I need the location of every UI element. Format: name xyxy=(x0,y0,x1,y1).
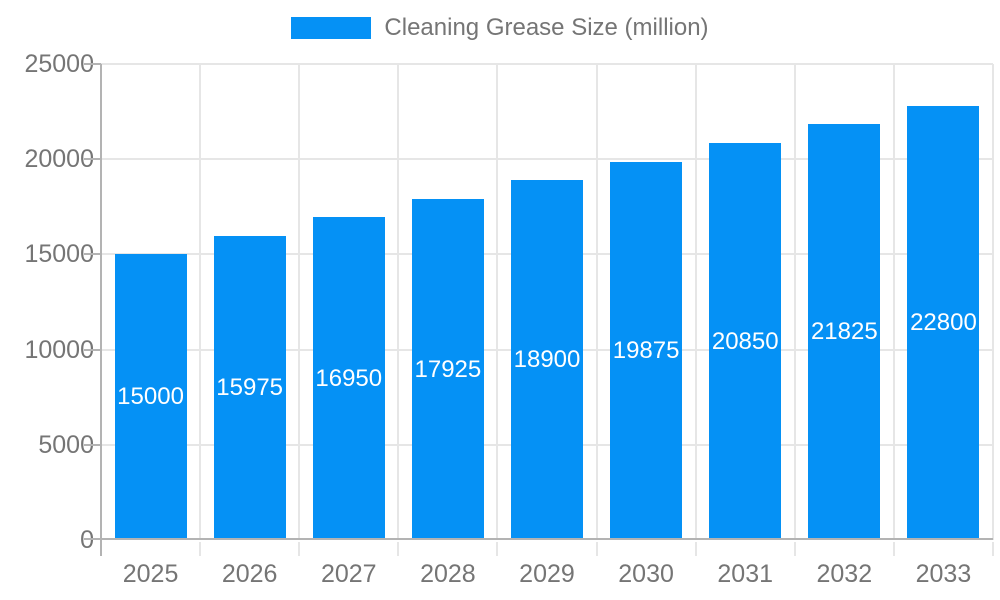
x-tick-label: 2030 xyxy=(618,560,674,588)
x-axis-tick xyxy=(298,542,301,556)
x-tick-label: 2029 xyxy=(519,560,575,588)
bar-value-label: 18900 xyxy=(513,346,581,373)
x-axis-tick xyxy=(397,542,400,556)
gridline-vertical xyxy=(793,64,796,540)
x-axis-tick xyxy=(694,542,697,556)
y-tick-label: 25000 xyxy=(24,50,94,78)
bar-2028[interactable]: 17925 xyxy=(411,199,484,540)
bar-2029[interactable]: 18900 xyxy=(511,180,583,540)
x-axis-tick xyxy=(793,542,796,556)
bar-2027[interactable]: 16950 xyxy=(312,217,385,540)
gridline-vertical xyxy=(892,64,895,540)
bar-2033[interactable]: 22800 xyxy=(907,106,980,540)
bar-2026[interactable]: 15975 xyxy=(213,236,286,540)
bar-2031[interactable]: 20850 xyxy=(709,143,782,540)
x-tick-label: 2031 xyxy=(717,560,774,588)
y-tick-label: 0 xyxy=(80,526,94,554)
gridline-vertical xyxy=(298,64,301,540)
x-axis-tick xyxy=(992,542,994,556)
x-axis-tick xyxy=(595,542,598,556)
plot-area: 0 5000 10000 15000 20000 25000 15000 15975 16950… xyxy=(24,51,994,588)
x-tick-label: 2033 xyxy=(915,560,972,588)
y-axis-line xyxy=(100,64,102,556)
gridline-vertical xyxy=(397,64,400,540)
legend[interactable]: Cleaning Grease Size (million) xyxy=(0,14,1000,42)
x-axis-tick xyxy=(892,542,895,556)
gridline-vertical xyxy=(992,64,994,540)
legend-label: Cleaning Grease Size (million) xyxy=(384,14,709,41)
x-tick-label: 2025 xyxy=(122,560,179,588)
y-tick-label: 5000 xyxy=(38,430,94,459)
x-axis-line xyxy=(84,538,993,540)
gridline-horizontal xyxy=(101,63,993,65)
x-tick-label: 2027 xyxy=(320,560,377,588)
x-tick-label: 2028 xyxy=(420,560,476,588)
gridline-vertical xyxy=(496,64,499,540)
x-axis-tick xyxy=(199,542,202,556)
bar-value-label: 21825 xyxy=(810,318,878,345)
legend-swatch-icon xyxy=(291,17,372,39)
bar-value-label: 15975 xyxy=(216,374,284,401)
gridline-vertical xyxy=(595,64,598,540)
x-tick-label: 2032 xyxy=(816,560,873,588)
x-axis-tick xyxy=(496,542,499,556)
bar-value-label: 22800 xyxy=(910,309,977,336)
gridline-vertical xyxy=(199,64,202,540)
y-axis-tick xyxy=(84,253,101,256)
y-axis-tick xyxy=(84,348,101,351)
y-tick-label: 15000 xyxy=(24,240,94,269)
gridline-horizontal xyxy=(101,158,993,161)
x-tick-label: 2026 xyxy=(221,560,278,588)
bar-2030[interactable]: 19875 xyxy=(610,162,683,540)
bar-value-label: 15000 xyxy=(117,383,184,410)
bar-2025[interactable]: 15000 xyxy=(114,254,187,540)
bar-value-label: 20850 xyxy=(711,327,779,355)
bar-value-label: 19875 xyxy=(612,337,680,364)
y-tick-label: 10000 xyxy=(24,335,94,364)
bar-value-label: 16950 xyxy=(315,364,383,392)
bar-value-label: 17925 xyxy=(414,355,482,383)
bar-2032[interactable]: 21825 xyxy=(808,124,881,540)
y-axis-tick xyxy=(84,443,101,446)
y-tick-label: 20000 xyxy=(24,145,94,174)
gridline-vertical xyxy=(694,64,697,540)
y-axis-tick xyxy=(84,158,101,161)
y-axis-tick xyxy=(84,63,101,65)
